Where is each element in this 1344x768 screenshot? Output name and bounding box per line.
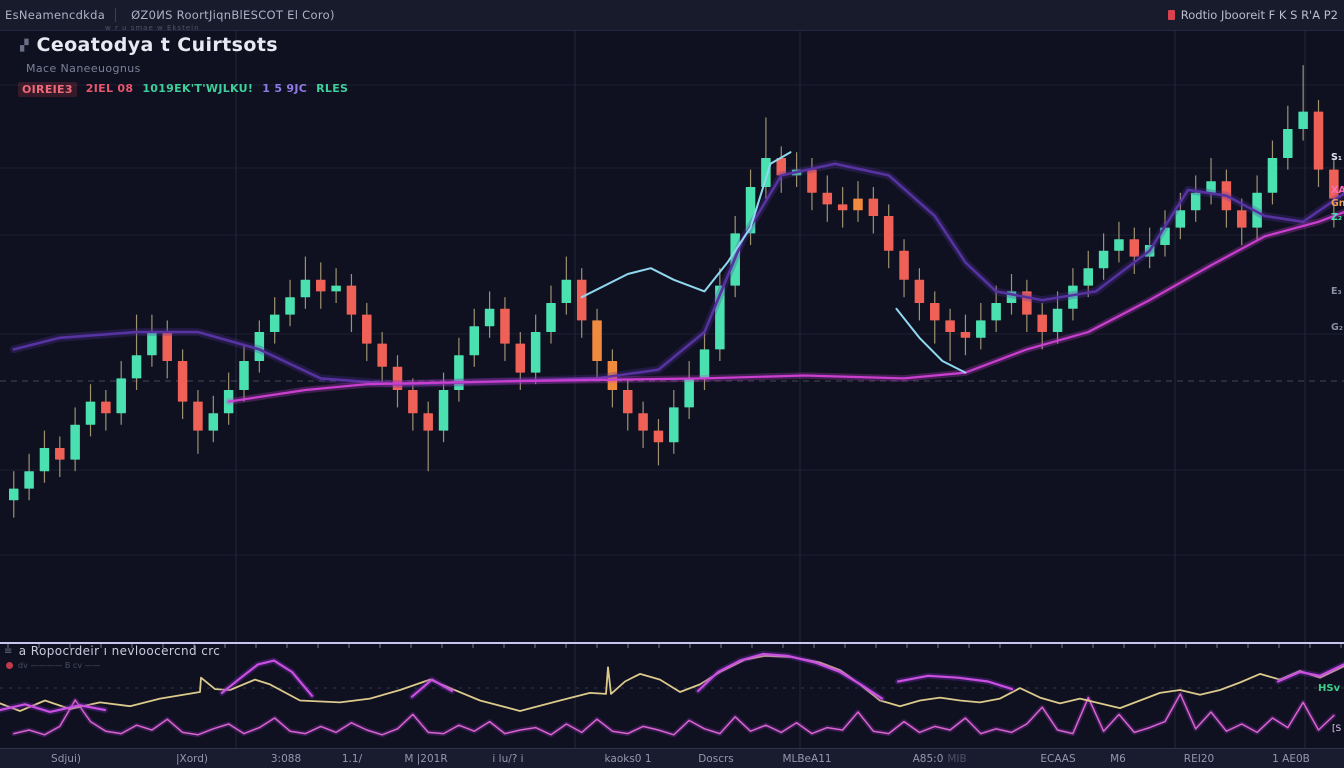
time-label: MLBeA11 — [782, 753, 832, 765]
alert-flag-icon — [1167, 10, 1175, 20]
time-label: kaoks0 1 — [604, 753, 652, 765]
time-label: Doscrs — [698, 753, 734, 765]
account-label: Rodtio Jbooreit F K S R'A P2 — [1180, 8, 1338, 22]
chart-title[interactable]: Ceoatodya t Cuirtsots — [36, 34, 279, 56]
indicator-value-label-2: [S — [1332, 724, 1342, 734]
time-label: |Xord) — [175, 753, 209, 765]
indicator-title: a Ropocrdeir ı nevloocercnd crc — [18, 644, 221, 658]
top-toolbar: EsNeamencdkda ØZ0ИS RoortJiqnBlESCOT El … — [0, 0, 1344, 31]
indicator-value-label: HSv — [1318, 683, 1341, 694]
ohlc-token: 1 5 9JC — [262, 82, 308, 95]
ohlc-token: RLES — [316, 82, 349, 95]
time-label: 1.1/ — [341, 753, 363, 765]
time-label: ECAAS — [1040, 753, 1076, 765]
symbol-description[interactable]: ØZ0ИS RoortJiqnBlESCOT El Coro) — [131, 8, 335, 22]
toolbar-note: w r u smae w Ekstein — [105, 24, 200, 32]
ohlc-token: 2IEL 08 — [85, 82, 134, 95]
time-axis[interactable]: Sdjui) |Xord) 3:088 1.1/M |201R i lu/? i kaok… — [0, 748, 1344, 768]
time-label: M |201R — [404, 753, 448, 765]
indicator-params: dv ———— B cv —— — [18, 661, 101, 670]
time-label: A85:0 — [912, 753, 944, 765]
time-label: M6 — [1110, 753, 1126, 765]
time-label: i lu/? i — [492, 753, 524, 765]
account-area[interactable]: Rodtio Jbooreit F K S R'A P2 — [1167, 8, 1338, 22]
time-label: MIB — [947, 753, 967, 765]
time-label: 3:088 — [270, 753, 302, 765]
status-dot-icon — [6, 662, 13, 669]
menu-icon: ≡ — [4, 645, 13, 657]
chart-subtitle: Mace Naneeuognus — [26, 62, 141, 75]
symbol-name[interactable]: EsNeamencdkda — [5, 8, 106, 22]
instrument-icon: ▞ — [20, 38, 29, 52]
indicator-header[interactable]: ≡ a Ropocrdeir ı nevloocercnd crc — [4, 644, 220, 658]
ohlc-values: OIREIE3 2IEL 08 1019EK'T'WJLKU! 1 5 9JC RLES — [18, 82, 348, 97]
chart-legend: ▞ Ceoatodya t Cuirtsots Mace Naneeuognus… — [16, 34, 348, 97]
time-label: REI20 — [1183, 753, 1215, 765]
time-label: 1 AE0B — [1272, 753, 1310, 765]
indicator-subheader: dv ———— B cv —— — [6, 661, 101, 670]
ohlc-token: OIREIE3 — [18, 82, 77, 97]
toolbar-divider — [115, 8, 117, 22]
ohlc-token: 1019EK'T'WJLKU! — [142, 82, 254, 95]
time-label: Sdjui) — [51, 753, 81, 765]
